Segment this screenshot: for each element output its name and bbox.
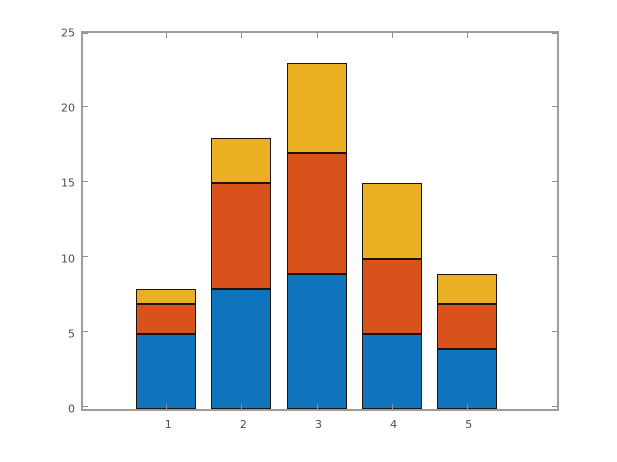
y-tick-mark	[83, 105, 88, 107]
x-tick-mark	[391, 33, 393, 38]
series-3-yellow-segment	[286, 63, 347, 154]
series-1-blue-segment	[286, 273, 347, 409]
x-tick-mark	[166, 404, 168, 409]
x-tick-mark	[241, 33, 243, 38]
series-1-blue-segment	[361, 333, 422, 409]
x-tick-mark	[391, 404, 393, 409]
series-2-orange-segment	[361, 258, 422, 334]
series-3-yellow-segment	[436, 273, 497, 304]
x-tick-label: 2	[239, 418, 247, 431]
series-1-blue-segment	[211, 288, 272, 409]
series-2-orange-segment	[286, 153, 347, 274]
x-tick-mark	[466, 404, 468, 409]
y-tick-mark	[83, 33, 88, 34]
series-1-blue-segment	[436, 348, 497, 409]
series-3-yellow-segment	[211, 138, 272, 184]
y-tick-mark	[552, 33, 557, 34]
bar-group-1	[136, 33, 197, 409]
x-tick-mark	[316, 404, 318, 409]
y-tick-mark	[552, 256, 557, 258]
y-tick-mark	[83, 406, 88, 407]
y-tick-mark	[552, 406, 557, 407]
plot-area	[81, 31, 559, 411]
y-tick-label: 10	[61, 252, 75, 266]
x-tick-mark	[466, 33, 468, 38]
x-tick-label: 3	[315, 418, 322, 431]
series-2-orange-segment	[136, 303, 197, 334]
y-tick-mark	[83, 180, 88, 182]
bar-group-5	[436, 33, 497, 409]
y-tick-label: 25	[61, 26, 75, 40]
y-tick-mark	[83, 256, 88, 258]
x-tick-mark	[241, 404, 243, 409]
y-tick-mark	[83, 331, 88, 333]
x-tick-label: 5	[465, 418, 473, 431]
series-2-orange-segment	[436, 303, 497, 349]
y-tick-label: 0	[68, 402, 75, 416]
y-tick-label: 15	[61, 176, 75, 190]
x-tick-mark	[166, 33, 168, 38]
bar-group-2	[211, 33, 272, 409]
x-tick-label: 1	[164, 418, 172, 431]
x-tick-label: 4	[390, 418, 398, 431]
series-2-orange-segment	[211, 183, 272, 289]
bar-group-3	[286, 33, 347, 409]
y-tick-mark	[552, 331, 557, 333]
y-tick-mark	[552, 180, 557, 182]
bar-group-4	[361, 33, 422, 409]
y-tick-mark	[552, 105, 557, 107]
series-1-blue-segment	[136, 333, 197, 409]
y-tick-label: 20	[61, 101, 75, 115]
x-tick-mark	[316, 33, 318, 38]
y-tick-label: 5	[68, 327, 75, 341]
series-3-yellow-segment	[361, 183, 422, 259]
series-3-yellow-segment	[136, 288, 197, 304]
